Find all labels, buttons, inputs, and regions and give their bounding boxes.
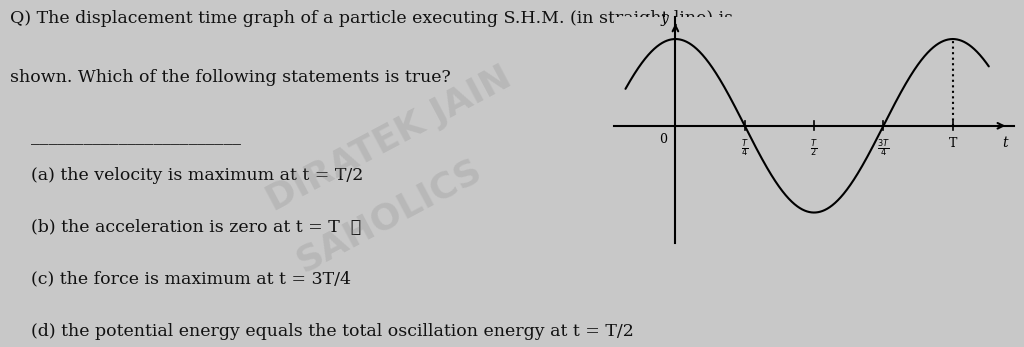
Text: y: y (660, 12, 669, 26)
Text: T: T (948, 137, 957, 150)
Text: (a) the velocity is maximum at t = T/2: (a) the velocity is maximum at t = T/2 (31, 167, 364, 184)
Text: t: t (1002, 136, 1009, 150)
Text: $\frac{3T}{4}$: $\frac{3T}{4}$ (877, 137, 890, 159)
Text: (d) the potential energy equals the total oscillation energy at t = T/2: (d) the potential energy equals the tota… (31, 323, 634, 340)
Text: (b) the acceleration is zero at t = T  ✓: (b) the acceleration is zero at t = T ✓ (31, 219, 360, 236)
Text: SAHOLICS: SAHOLICS (291, 152, 487, 278)
Text: $\frac{T}{2}$: $\frac{T}{2}$ (810, 137, 818, 159)
Text: 0: 0 (659, 133, 667, 146)
Text: (c) the force is maximum at t = 3T/4: (c) the force is maximum at t = 3T/4 (31, 271, 350, 288)
Text: shown. Which of the following statements is true?: shown. Which of the following statements… (10, 69, 451, 86)
Text: Q) The displacement time graph of a particle executing S.H.M. (in straight line): Q) The displacement time graph of a part… (10, 10, 733, 27)
Text: ________________________: ________________________ (31, 128, 241, 145)
Text: DIRATEK JAIN: DIRATEK JAIN (261, 60, 517, 218)
Text: $\frac{T}{4}$: $\frac{T}{4}$ (741, 137, 749, 159)
